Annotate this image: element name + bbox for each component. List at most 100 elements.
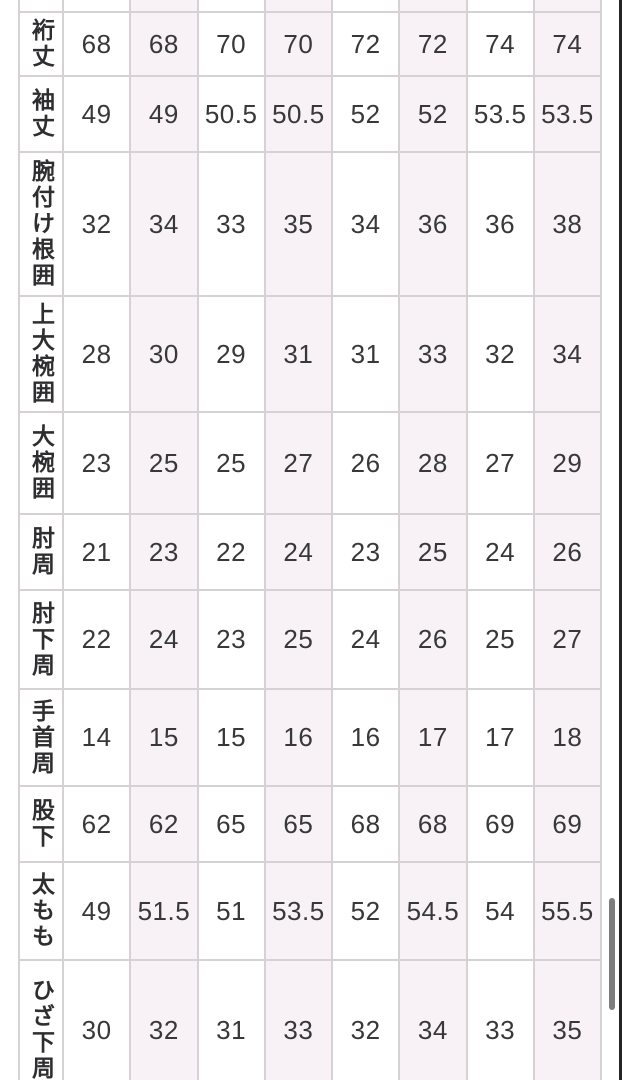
value-cell: 25 bbox=[129, 411, 199, 515]
table-row: 上大椀囲 28 30 29 31 31 33 32 34 bbox=[18, 295, 603, 413]
value-cell: 17 bbox=[465, 688, 535, 787]
row-header-label: 裄丈 bbox=[28, 18, 55, 70]
value-cell: 25 bbox=[263, 589, 334, 690]
value-cell: 70 bbox=[196, 11, 266, 77]
row-header-cell: 股下 bbox=[18, 785, 64, 863]
value-cell bbox=[398, 0, 468, 13]
value-cell: 23 bbox=[196, 589, 266, 690]
value-cell: 24 bbox=[129, 589, 199, 690]
value-cell: 32 bbox=[61, 151, 132, 297]
value-cell: 49 bbox=[129, 75, 199, 153]
value-cell: 22 bbox=[196, 513, 266, 591]
value-cell: 35 bbox=[263, 151, 334, 297]
value-cell: 28 bbox=[61, 295, 132, 413]
row-header-cell: 腕付け根囲 bbox=[18, 151, 64, 297]
value-cell: 29 bbox=[196, 295, 266, 413]
value-cell: 49 bbox=[61, 861, 132, 961]
table-row-partial bbox=[18, 0, 603, 13]
value-cell: 54.5 bbox=[398, 861, 468, 961]
value-cell bbox=[196, 0, 266, 13]
value-cell: 68 bbox=[398, 785, 468, 863]
value-cell: 34 bbox=[532, 295, 603, 413]
row-header-cell: 肘下周 bbox=[18, 589, 64, 690]
row-header-cell: 太もも bbox=[18, 861, 64, 961]
value-cell: 50.5 bbox=[263, 75, 334, 153]
table-row: 手首周 14 15 15 16 16 17 17 18 bbox=[18, 688, 603, 787]
value-cell: 24 bbox=[330, 589, 401, 690]
value-cell: 24 bbox=[465, 513, 535, 591]
value-cell: 27 bbox=[263, 411, 334, 515]
table-row: 股下 62 62 65 65 68 68 69 69 bbox=[18, 785, 603, 863]
value-cell: 52 bbox=[330, 75, 401, 153]
value-cell: 55.5 bbox=[532, 861, 603, 961]
value-cell: 14 bbox=[61, 688, 132, 787]
value-cell: 23 bbox=[330, 513, 401, 591]
row-header-label: ひざ下周 bbox=[28, 978, 55, 1080]
row-header-cell bbox=[18, 0, 64, 13]
value-cell: 31 bbox=[330, 295, 401, 413]
table-row: 大椀囲 23 25 25 27 26 28 27 29 bbox=[18, 411, 603, 515]
value-cell: 26 bbox=[532, 513, 603, 591]
value-cell: 30 bbox=[129, 295, 199, 413]
value-cell: 29 bbox=[532, 411, 603, 515]
row-header-label: 太もも bbox=[28, 872, 55, 950]
value-cell: 32 bbox=[465, 295, 535, 413]
value-cell: 36 bbox=[398, 151, 468, 297]
value-cell: 31 bbox=[196, 959, 266, 1080]
value-cell: 15 bbox=[129, 688, 199, 787]
row-header-cell: 肘周 bbox=[18, 513, 64, 591]
value-cell: 34 bbox=[330, 151, 401, 297]
value-cell: 65 bbox=[196, 785, 266, 863]
row-header-cell: 手首周 bbox=[18, 688, 64, 787]
row-header-cell: 大椀囲 bbox=[18, 411, 64, 515]
value-cell: 65 bbox=[263, 785, 334, 863]
value-cell: 25 bbox=[465, 589, 535, 690]
row-header-cell: 上大椀囲 bbox=[18, 295, 64, 413]
value-cell: 69 bbox=[465, 785, 535, 863]
vertical-scrollbar-thumb[interactable] bbox=[609, 898, 615, 1010]
value-cell: 32 bbox=[330, 959, 401, 1080]
row-header-cell: ひざ下周 bbox=[18, 959, 64, 1080]
value-cell: 33 bbox=[263, 959, 334, 1080]
value-cell: 52 bbox=[398, 75, 468, 153]
value-cell: 68 bbox=[61, 11, 132, 77]
value-cell: 23 bbox=[129, 513, 199, 591]
value-cell: 34 bbox=[398, 959, 468, 1080]
size-spec-table: 裄丈 68 68 70 70 72 72 74 74 袖丈 49 49 50.5 50.5 52 52 53.5… bbox=[18, 0, 603, 1080]
value-cell: 27 bbox=[532, 589, 603, 690]
value-cell bbox=[263, 0, 334, 13]
screen-right-edge-line bbox=[619, 0, 622, 1080]
value-cell: 34 bbox=[129, 151, 199, 297]
row-header-cell: 裄丈 bbox=[18, 11, 64, 77]
value-cell: 25 bbox=[398, 513, 468, 591]
row-header-label: 腕付け根囲 bbox=[28, 159, 55, 289]
row-header-cell: 袖丈 bbox=[18, 75, 64, 153]
value-cell: 16 bbox=[263, 688, 334, 787]
value-cell: 32 bbox=[129, 959, 199, 1080]
table-row: 肘下周 22 24 23 25 24 26 25 27 bbox=[18, 589, 603, 690]
value-cell: 70 bbox=[263, 11, 334, 77]
table-row: 裄丈 68 68 70 70 72 72 74 74 bbox=[18, 11, 603, 77]
value-cell: 51 bbox=[196, 861, 266, 961]
value-cell: 16 bbox=[330, 688, 401, 787]
value-cell: 68 bbox=[129, 11, 199, 77]
value-cell: 23 bbox=[61, 411, 132, 515]
value-cell: 68 bbox=[330, 785, 401, 863]
value-cell: 33 bbox=[465, 959, 535, 1080]
row-header-label: 上大椀囲 bbox=[28, 302, 55, 406]
value-cell: 26 bbox=[398, 589, 468, 690]
value-cell: 50.5 bbox=[196, 75, 266, 153]
table-row: 袖丈 49 49 50.5 50.5 52 52 53.5 53.5 bbox=[18, 75, 603, 153]
value-cell: 33 bbox=[196, 151, 266, 297]
value-cell: 21 bbox=[61, 513, 132, 591]
row-header-label: 大椀囲 bbox=[28, 424, 55, 502]
value-cell: 51.5 bbox=[129, 861, 199, 961]
table-row: 肘周 21 23 22 24 23 25 24 26 bbox=[18, 513, 603, 591]
value-cell: 69 bbox=[532, 785, 603, 863]
row-header-label: 肘周 bbox=[28, 526, 55, 578]
value-cell bbox=[532, 0, 603, 13]
value-cell: 62 bbox=[61, 785, 132, 863]
value-cell: 28 bbox=[398, 411, 468, 515]
row-header-label: 肘下周 bbox=[28, 600, 55, 679]
